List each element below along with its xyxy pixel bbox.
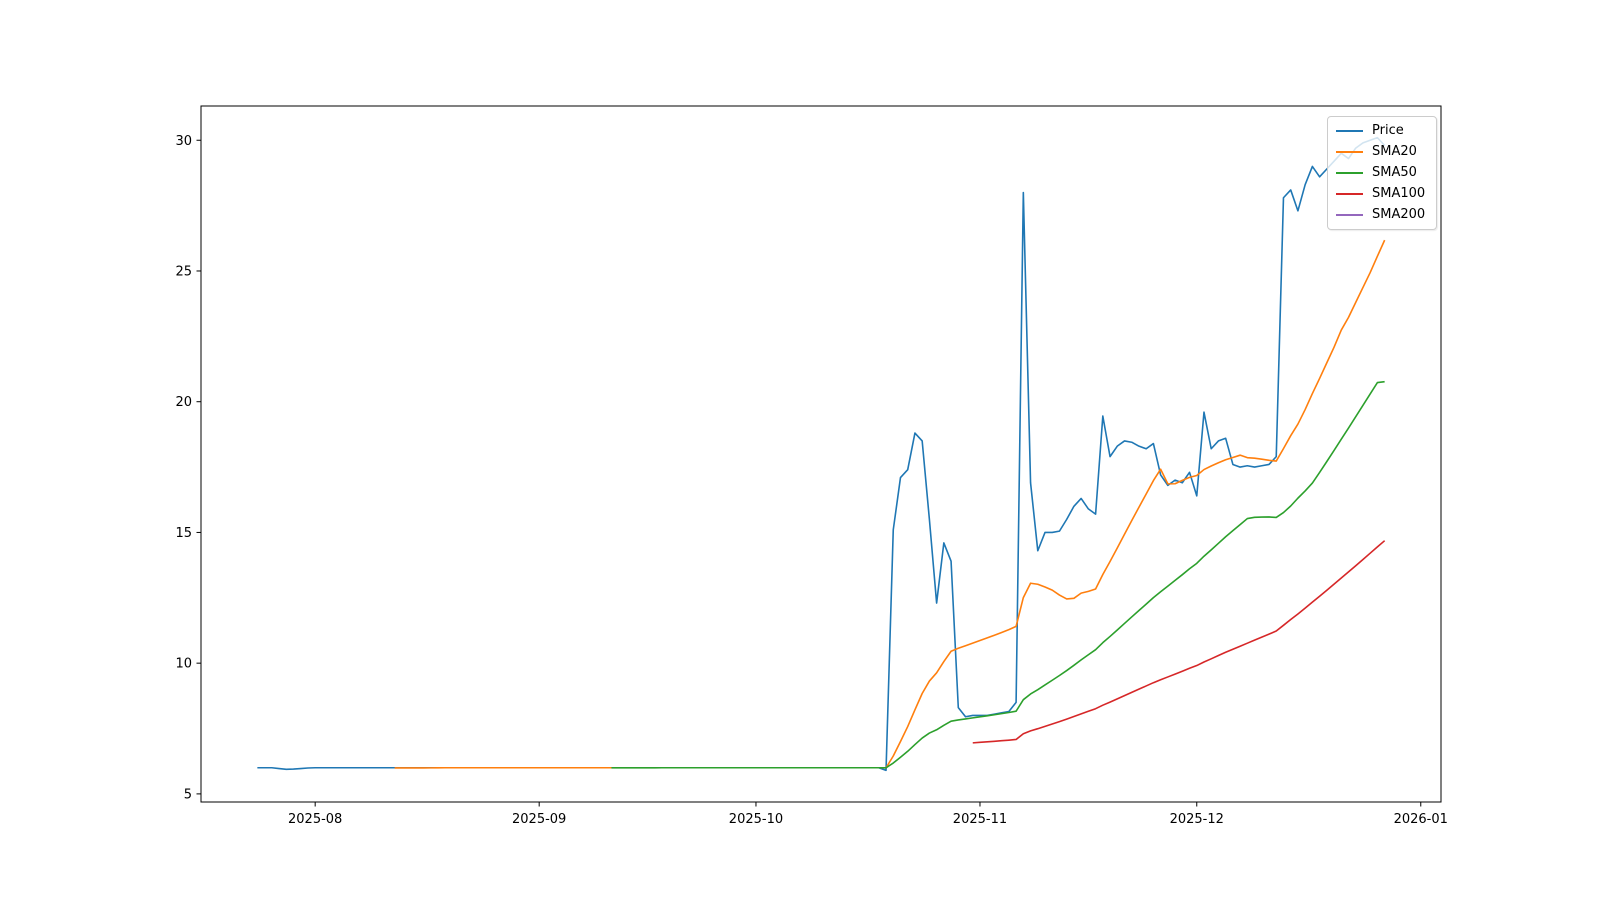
sma50-line: [611, 380, 1385, 769]
sma100-line: [972, 540, 1386, 744]
x-tick-label: 2025-11: [953, 812, 1007, 827]
legend-item-sma20: SMA20: [1336, 144, 1428, 160]
sma200-line-sample-icon: [1336, 214, 1363, 216]
x-tick-label: 2025-12: [1170, 812, 1224, 827]
legend-label-sma100: SMA100: [1372, 186, 1426, 201]
sma20-line-sample-icon: [1336, 151, 1363, 153]
axes-background: [201, 106, 1441, 802]
price-line-sample-icon: [1336, 130, 1363, 132]
legend-label-price: Price: [1372, 123, 1404, 138]
x-tick-label: 2025-08: [288, 812, 342, 827]
y-tick-label: 10: [175, 657, 192, 672]
legend-label-sma200: SMA200: [1372, 207, 1426, 222]
y-tick-label: 20: [175, 395, 192, 410]
x-tick-label: 2025-09: [512, 812, 566, 827]
legend-item-sma100: SMA100: [1336, 186, 1428, 202]
legend-item-price: Price: [1336, 123, 1428, 139]
sma50-line-sample-icon: [1336, 172, 1363, 174]
x-tick-label: 2026-01: [1394, 812, 1448, 827]
plot-border: [200, 105, 1442, 803]
y-tick-label: 15: [175, 526, 192, 541]
y-tick-label: 30: [175, 134, 192, 149]
legend-label-sma50: SMA50: [1372, 165, 1417, 180]
y-tick-label: 25: [175, 264, 192, 279]
legend-item-sma200: SMA200: [1336, 207, 1428, 223]
legend: Price SMA20 SMA50 SMA100 SMA200: [1327, 116, 1437, 230]
sma100-line-sample-icon: [1336, 193, 1363, 195]
y-tick-label: 5: [184, 787, 192, 802]
sma20-line: [394, 239, 1386, 769]
legend-item-sma50: SMA50: [1336, 165, 1428, 181]
x-tick-label: 2025-10: [729, 812, 783, 827]
legend-label-sma20: SMA20: [1372, 144, 1417, 159]
